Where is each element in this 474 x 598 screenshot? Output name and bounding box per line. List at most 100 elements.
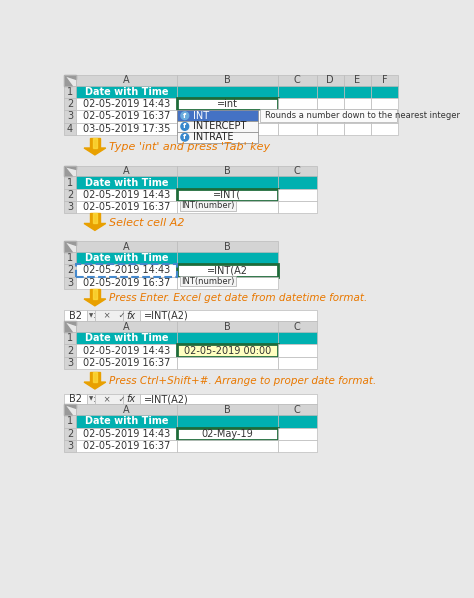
Polygon shape (64, 166, 72, 176)
Polygon shape (64, 241, 76, 245)
Circle shape (181, 112, 189, 120)
Text: Date with Time: Date with Time (85, 333, 168, 343)
Text: =INT(A2): =INT(A2) (144, 311, 189, 321)
Text: A: A (123, 322, 130, 332)
FancyBboxPatch shape (64, 310, 87, 321)
Polygon shape (84, 148, 106, 155)
FancyBboxPatch shape (180, 201, 237, 210)
Text: fx: fx (127, 394, 136, 404)
FancyBboxPatch shape (76, 264, 177, 277)
Text: B: B (224, 322, 231, 332)
FancyBboxPatch shape (371, 110, 398, 123)
Text: C: C (294, 166, 301, 176)
FancyBboxPatch shape (177, 344, 278, 356)
FancyBboxPatch shape (177, 264, 278, 277)
Text: 2: 2 (67, 99, 73, 109)
Text: A: A (123, 75, 130, 86)
FancyBboxPatch shape (140, 393, 317, 404)
FancyBboxPatch shape (278, 404, 317, 415)
Text: 02-05-2019 14:43: 02-05-2019 14:43 (83, 190, 170, 200)
Text: Date with Time: Date with Time (85, 87, 168, 97)
Text: 2: 2 (67, 190, 73, 200)
Polygon shape (90, 213, 100, 224)
FancyBboxPatch shape (64, 344, 76, 356)
Text: 03-05-2019 17:35: 03-05-2019 17:35 (83, 124, 170, 134)
FancyBboxPatch shape (123, 393, 140, 404)
Text: E: E (354, 75, 360, 86)
FancyBboxPatch shape (278, 123, 317, 135)
FancyBboxPatch shape (317, 75, 344, 86)
Polygon shape (64, 75, 76, 78)
Text: =INT(A2: =INT(A2 (207, 266, 248, 276)
FancyBboxPatch shape (344, 123, 371, 135)
Text: Press Ctrl+Shift+#. Arrange to proper date format.: Press Ctrl+Shift+#. Arrange to proper da… (109, 376, 376, 386)
FancyBboxPatch shape (76, 201, 177, 213)
Circle shape (181, 123, 189, 130)
Text: 1: 1 (67, 178, 73, 188)
Polygon shape (64, 321, 76, 325)
FancyBboxPatch shape (76, 356, 177, 369)
FancyBboxPatch shape (177, 440, 278, 452)
Text: Date with Time: Date with Time (85, 416, 168, 426)
Text: 3: 3 (67, 441, 73, 451)
Text: 3: 3 (67, 111, 73, 121)
Text: ▼: ▼ (89, 313, 93, 318)
Text: Type 'int' and press 'Tab' key: Type 'int' and press 'Tab' key (109, 142, 270, 152)
FancyBboxPatch shape (278, 440, 317, 452)
Text: f: f (183, 134, 186, 140)
Text: 02-05-2019 14:43: 02-05-2019 14:43 (83, 346, 170, 355)
FancyBboxPatch shape (64, 98, 76, 110)
Text: =INT(A2): =INT(A2) (144, 394, 189, 404)
Text: 3: 3 (67, 358, 73, 368)
FancyBboxPatch shape (371, 98, 398, 110)
Text: A: A (123, 242, 130, 252)
FancyBboxPatch shape (177, 277, 278, 289)
Text: INT: INT (192, 111, 209, 121)
FancyBboxPatch shape (76, 75, 177, 86)
Text: 02-May-19: 02-May-19 (201, 429, 253, 439)
Text: 3: 3 (67, 202, 73, 212)
FancyBboxPatch shape (177, 415, 278, 428)
FancyBboxPatch shape (278, 415, 317, 428)
Text: 1: 1 (67, 253, 73, 263)
FancyBboxPatch shape (177, 132, 258, 142)
FancyBboxPatch shape (76, 176, 177, 189)
FancyBboxPatch shape (64, 440, 76, 452)
Polygon shape (90, 372, 100, 382)
Text: 02-05-2019 16:37: 02-05-2019 16:37 (83, 441, 170, 451)
FancyBboxPatch shape (76, 98, 177, 110)
FancyBboxPatch shape (76, 189, 177, 201)
FancyBboxPatch shape (76, 428, 177, 440)
Polygon shape (84, 299, 106, 306)
FancyBboxPatch shape (64, 415, 76, 428)
Text: fx: fx (127, 311, 136, 321)
FancyBboxPatch shape (177, 123, 278, 135)
Polygon shape (64, 321, 72, 332)
Text: ▼: ▼ (89, 396, 93, 401)
FancyBboxPatch shape (76, 404, 177, 415)
Text: INTRATE: INTRATE (192, 132, 233, 142)
Text: 02-05-2019 14:43: 02-05-2019 14:43 (83, 99, 170, 109)
FancyBboxPatch shape (95, 310, 123, 321)
Polygon shape (90, 138, 100, 148)
FancyBboxPatch shape (95, 393, 123, 404)
FancyBboxPatch shape (278, 201, 317, 213)
Text: C: C (294, 405, 301, 415)
Polygon shape (84, 382, 106, 389)
Polygon shape (64, 166, 76, 169)
Text: INT(number): INT(number) (182, 277, 235, 286)
Polygon shape (93, 213, 97, 224)
FancyBboxPatch shape (177, 98, 278, 110)
Polygon shape (64, 75, 72, 86)
Text: 1: 1 (67, 333, 73, 343)
FancyBboxPatch shape (317, 110, 344, 123)
FancyBboxPatch shape (87, 310, 95, 321)
FancyBboxPatch shape (177, 110, 278, 123)
Text: 02-05-2019 16:37: 02-05-2019 16:37 (83, 358, 170, 368)
Text: Select cell A2: Select cell A2 (109, 218, 184, 228)
FancyBboxPatch shape (260, 109, 397, 122)
Text: B2: B2 (69, 311, 82, 321)
FancyBboxPatch shape (64, 356, 76, 369)
Text: =INT(: =INT( (213, 190, 241, 200)
Text: 2: 2 (67, 266, 73, 276)
